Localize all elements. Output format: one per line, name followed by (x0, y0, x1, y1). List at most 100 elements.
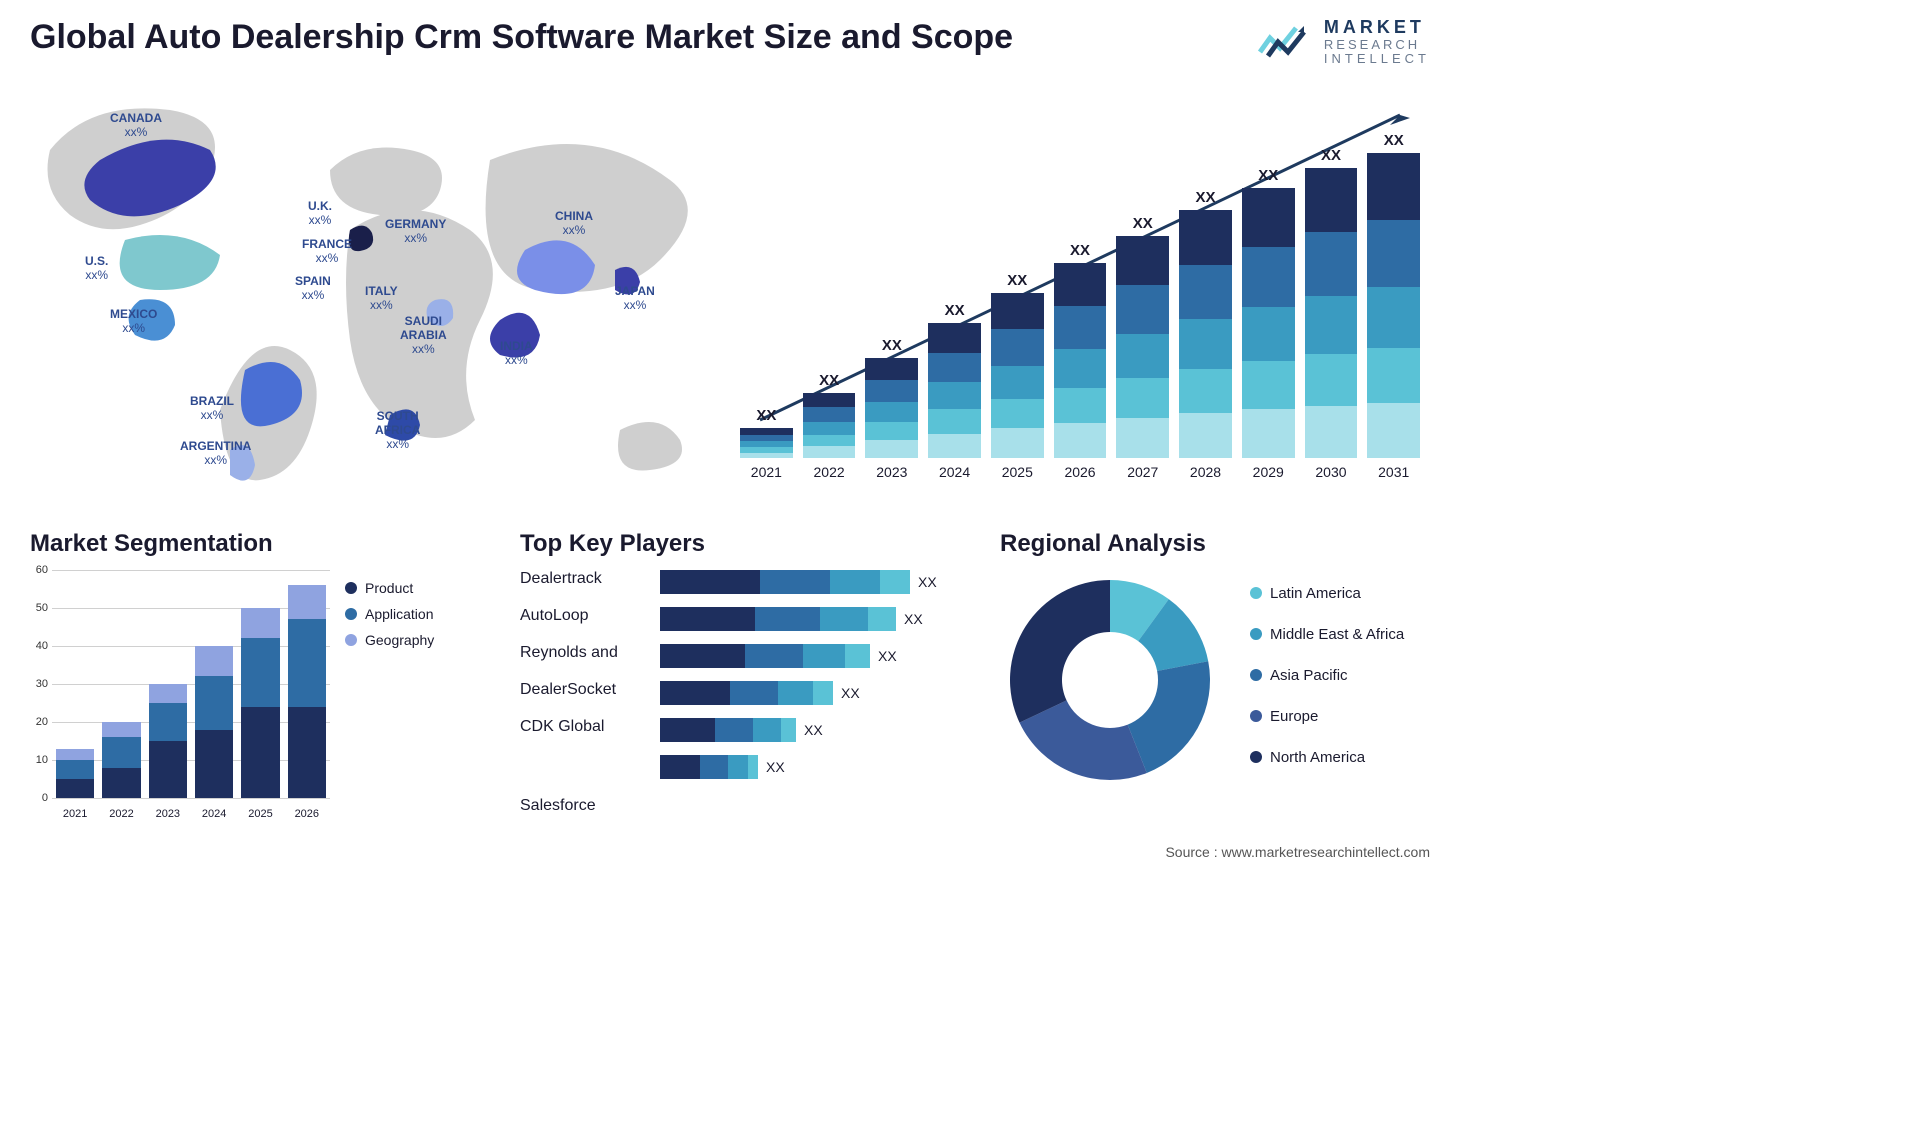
map-label: U.K.xx% (308, 200, 332, 228)
map-label: SOUTHAFRICAxx% (375, 410, 420, 451)
map-label: BRAZILxx% (190, 395, 234, 423)
growth-x-tick: 2026 (1054, 464, 1107, 480)
seg-y-tick: 60 (36, 564, 48, 576)
growth-bar-value: XX (1007, 272, 1027, 289)
brand-logo: MARKET RESEARCH INTELLECT (1258, 18, 1430, 66)
seg-y-tick: 30 (36, 678, 48, 690)
growth-x-tick: 2031 (1367, 464, 1420, 480)
regional-title: Regional Analysis (1000, 530, 1430, 558)
segmentation-chart: 0102030405060 202120222023202420252026 (30, 570, 330, 820)
world-map-panel: CANADAxx%U.S.xx%MEXICOxx%BRAZILxx%ARGENT… (30, 90, 710, 490)
seg-x-tick: 2025 (241, 808, 279, 820)
seg-y-tick: 20 (36, 716, 48, 728)
growth-x-tick: 2021 (740, 464, 793, 480)
logo-text-1: MARKET (1324, 18, 1430, 38)
map-label: JAPANxx% (615, 285, 655, 313)
player-bar-value: XX (904, 611, 923, 627)
regional-panel: Regional Analysis Latin America Middle Ea… (1000, 530, 1430, 790)
player-bar: XX (660, 681, 970, 705)
growth-bar: XX (1305, 147, 1358, 458)
seg-x-tick: 2021 (56, 808, 94, 820)
page-title: Global Auto Dealership Crm Software Mark… (30, 18, 1013, 57)
map-label: SPAINxx% (295, 275, 331, 303)
seg-y-tick: 0 (42, 792, 48, 804)
player-bar: XX (660, 718, 970, 742)
map-label: INDIAxx% (500, 340, 533, 368)
growth-bar-value: XX (1196, 189, 1216, 206)
map-label: FRANCExx% (302, 238, 352, 266)
logo-text-3: INTELLECT (1324, 52, 1430, 66)
logo-text-2: RESEARCH (1324, 38, 1430, 52)
player-bar-value: XX (878, 648, 897, 664)
player-bar-value: XX (918, 574, 937, 590)
map-label: U.S.xx% (85, 255, 108, 283)
player-bar: XX (660, 570, 970, 594)
map-label: MEXICOxx% (110, 308, 157, 336)
growth-bar: XX (740, 407, 793, 458)
growth-bar: XX (991, 272, 1044, 458)
segmentation-panel: Market Segmentation 0102030405060 202120… (30, 530, 460, 820)
growth-bar-value: XX (1384, 132, 1404, 149)
regional-legend-item: Europe (1250, 708, 1404, 725)
growth-bar-value: XX (1070, 242, 1090, 259)
player-label: CDK Global (520, 718, 650, 742)
regional-legend-item: Middle East & Africa (1250, 626, 1404, 643)
key-players-title: Top Key Players (520, 530, 970, 558)
growth-bar-chart: XXXXXXXXXXXXXXXXXXXXXX 20212022202320242… (740, 100, 1420, 480)
growth-x-tick: 2029 (1242, 464, 1295, 480)
growth-x-tick: 2024 (928, 464, 981, 480)
growth-bar: XX (1242, 167, 1295, 458)
growth-bar: XX (803, 372, 856, 458)
player-label: Reynolds and (520, 644, 650, 668)
player-label: DealerSocket (520, 681, 650, 705)
seg-x-tick: 2026 (288, 808, 326, 820)
segmentation-title: Market Segmentation (30, 530, 460, 558)
growth-x-tick: 2030 (1305, 464, 1358, 480)
source-citation: Source : www.marketresearchintellect.com (1165, 844, 1430, 860)
key-players-bars: XX XX XX XX XX XX (660, 570, 970, 779)
regional-legend-item: Latin America (1250, 585, 1404, 602)
seg-x-tick: 2023 (149, 808, 187, 820)
growth-bar: XX (1054, 242, 1107, 458)
player-bar: XX (660, 644, 970, 668)
key-players-extra-label: Salesforce (520, 797, 970, 815)
player-bar-value: XX (804, 722, 823, 738)
seg-bar (149, 684, 187, 798)
growth-bar: XX (1116, 215, 1169, 458)
growth-bar-value: XX (882, 337, 902, 354)
growth-bar-value: XX (756, 407, 776, 424)
regional-legend-item: Asia Pacific (1250, 667, 1404, 684)
player-label (520, 755, 650, 779)
seg-legend-item: Geography (345, 632, 434, 648)
seg-y-tick: 50 (36, 602, 48, 614)
growth-x-tick: 2027 (1116, 464, 1169, 480)
seg-y-tick: 10 (36, 754, 48, 766)
map-label: SAUDIARABIAxx% (400, 315, 447, 356)
player-bar-value: XX (841, 685, 860, 701)
growth-bar-value: XX (1133, 215, 1153, 232)
logo-mark-icon (1258, 22, 1314, 62)
regional-donut-chart (1000, 570, 1220, 790)
growth-bar: XX (1367, 132, 1420, 458)
map-label: CHINAxx% (555, 210, 593, 238)
growth-bar: XX (928, 302, 981, 458)
seg-x-tick: 2024 (195, 808, 233, 820)
regional-legend: Latin America Middle East & Africa Asia Pa… (1250, 585, 1404, 776)
seg-x-tick: 2022 (102, 808, 140, 820)
growth-x-tick: 2025 (991, 464, 1044, 480)
seg-bar (56, 749, 94, 798)
seg-legend-item: Application (345, 606, 434, 622)
seg-legend-item: Product (345, 580, 434, 596)
player-bar: XX (660, 607, 970, 631)
segmentation-legend: Product Application Geography (345, 580, 434, 658)
map-label: ITALYxx% (365, 285, 398, 313)
seg-bar (102, 722, 140, 798)
player-bar: XX (660, 755, 970, 779)
player-label: AutoLoop (520, 607, 650, 631)
seg-bar (288, 585, 326, 798)
growth-x-tick: 2023 (865, 464, 918, 480)
map-label: GERMANYxx% (385, 218, 446, 246)
key-players-labels: DealertrackAutoLoopReynolds andDealerSoc… (520, 570, 650, 779)
regional-legend-item: North America (1250, 749, 1404, 766)
donut-slice (1010, 580, 1110, 723)
